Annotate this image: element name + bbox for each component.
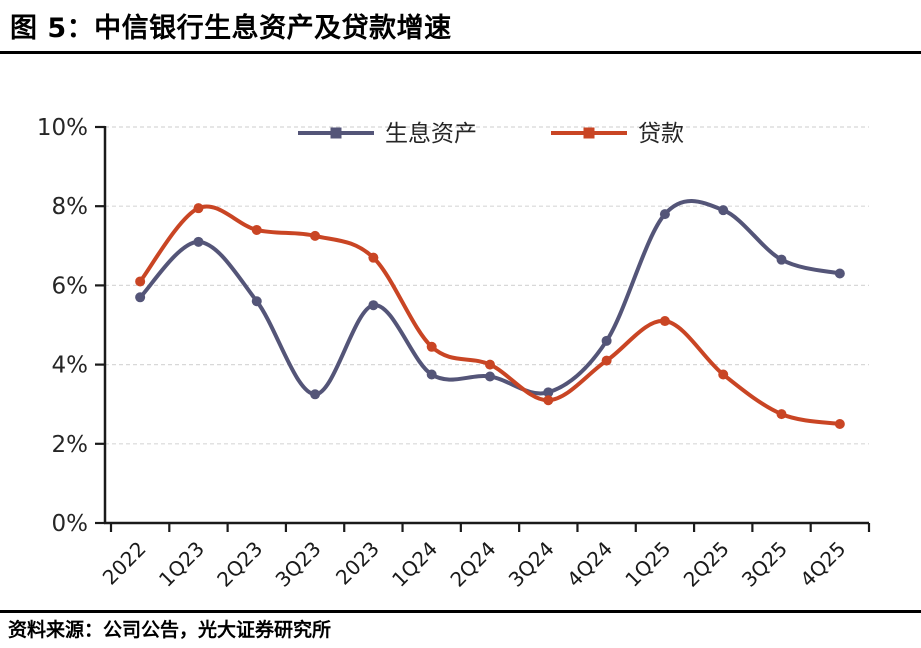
line-chart: 0%2%4%6%8%10%2022 1Q23 2Q23 3Q23 2023 1Q24 2Q2…: [37, 115, 871, 592]
data-point: [310, 230, 321, 241]
data-point: [776, 409, 787, 420]
figure-title: 图 5：中信银行生息资产及贷款增速: [10, 13, 452, 44]
x-axis-label: 1Q24: [387, 537, 442, 592]
data-point: [776, 254, 787, 265]
legend-item-0: 生息资产: [298, 121, 477, 147]
data-point: [251, 296, 262, 307]
data-point: [310, 389, 321, 400]
x-axis-label: 2Q24: [445, 537, 500, 592]
data-point: [718, 369, 729, 380]
legend-label: 生息资产: [385, 121, 477, 147]
data-point: [543, 395, 554, 406]
y-axis-label: 0%: [52, 511, 89, 537]
data-point: [601, 355, 612, 366]
y-axis-label: 8%: [52, 194, 89, 220]
x-axis-label: 4Q24: [562, 537, 617, 592]
series-line-1: [138, 204, 842, 426]
data-point: [368, 252, 379, 263]
data-point: [543, 387, 554, 398]
legend-marker: [583, 127, 595, 139]
data-point: [834, 268, 845, 279]
data-point: [426, 369, 437, 380]
data-point: [659, 209, 670, 220]
x-axis-label: 2022: [98, 537, 151, 590]
y-axis-label: 6%: [52, 273, 89, 299]
chart-area: 0% 2% 4% 6% 8% 10% 2022 1Q23 2Q23 3Q23 2023 1Q24 2Q2…: [0, 88, 921, 606]
data-point: [135, 292, 146, 303]
data-point: [485, 359, 495, 370]
x-axis-label: 1Q25: [620, 537, 675, 592]
x-axis-label: 3Q23: [271, 537, 326, 592]
title-divider: [0, 51, 921, 54]
data-point: [368, 300, 379, 311]
data-point: [834, 419, 845, 429]
x-axis-label: 2023: [331, 537, 384, 590]
data-point: [426, 341, 437, 352]
x-axis-label: 2Q25: [679, 537, 734, 592]
x-axis-label: 2Q23: [212, 537, 267, 592]
data-point: [485, 371, 495, 382]
x-axis-label: 3Q24: [504, 537, 559, 592]
x-axis-label: 4Q25: [795, 537, 850, 592]
y-axis-label: 10%: [37, 115, 88, 141]
legend-marker: [330, 127, 342, 139]
data-point: [601, 335, 612, 346]
data-point: [135, 276, 146, 287]
data-point: [251, 224, 262, 235]
data-point: [193, 203, 204, 214]
y-axis-label: 4%: [52, 353, 89, 379]
footer-divider: [0, 610, 921, 613]
y-axis-label: 2%: [52, 432, 89, 458]
x-axis-label: 3Q25: [737, 537, 792, 592]
source-text: 资料来源：公司公告，光大证券研究所: [8, 619, 332, 641]
data-point: [193, 236, 204, 247]
x-axis-label: 1Q23: [154, 537, 209, 592]
legend-item-1: 贷款: [551, 121, 684, 147]
legend-label: 贷款: [638, 121, 684, 147]
data-point: [659, 316, 670, 327]
data-point: [718, 205, 729, 216]
